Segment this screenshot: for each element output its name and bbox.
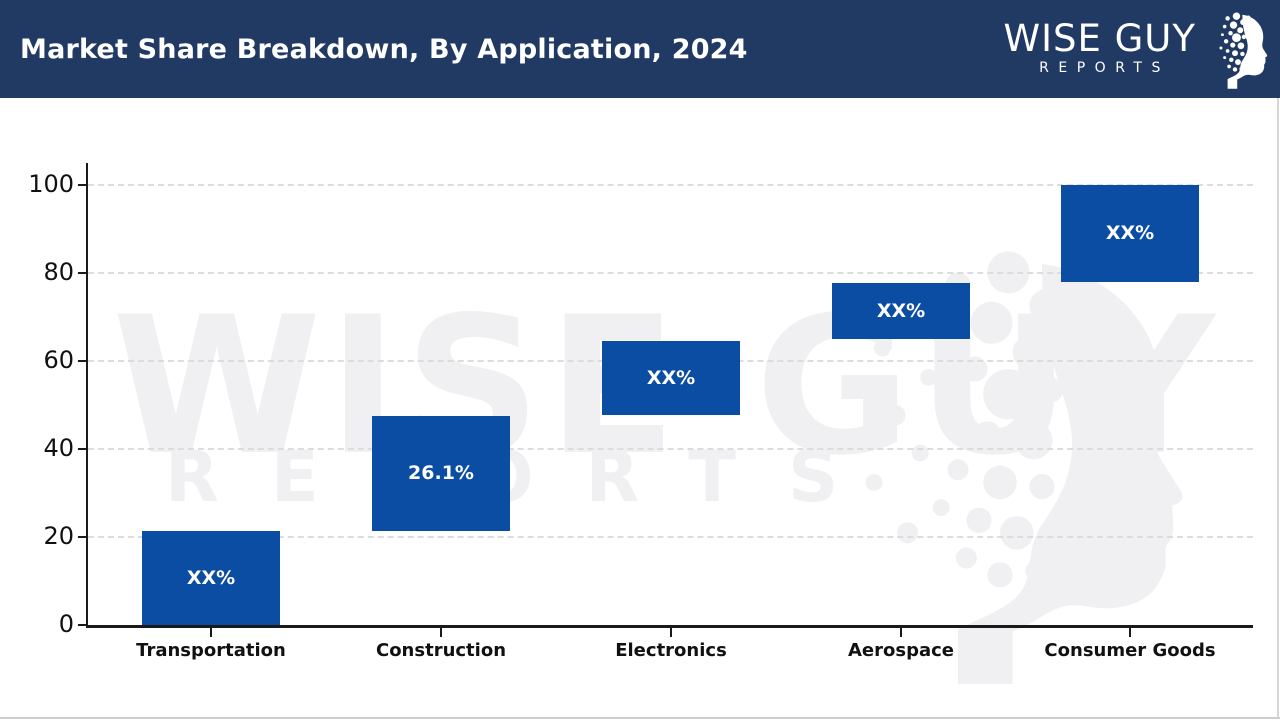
category-label-consumer-goods: Consumer Goods — [1044, 640, 1216, 661]
x-axis-tick — [900, 628, 902, 637]
gridline-100 — [88, 184, 1253, 186]
bar-construction: 26.1% — [372, 416, 510, 531]
category-label-construction: Construction — [375, 640, 507, 661]
y-axis-tick — [78, 536, 86, 538]
y-axis-label: 40 — [43, 434, 74, 462]
y-axis-line — [86, 163, 88, 625]
x-axis-tick — [670, 628, 672, 637]
x-axis-tick — [1129, 628, 1131, 637]
bar-transportation: XX% — [142, 530, 280, 625]
category-label-transportation: Transportation — [136, 640, 286, 661]
bar-value-label: 26.1% — [408, 462, 474, 485]
x-axis-line — [86, 625, 1253, 628]
logo-wordmark: WISE GUY — [1003, 17, 1196, 60]
y-axis-label: 60 — [43, 346, 74, 374]
y-axis-tick — [78, 448, 86, 450]
wiseguy-logo: WISE GUY REPORTS — [1004, 5, 1272, 91]
y-axis-tick — [78, 360, 86, 362]
x-axis-tick — [210, 628, 212, 637]
image-right-border — [1277, 98, 1279, 718]
bar-value-label: XX% — [876, 300, 926, 323]
logo-text: WISE GUY REPORTS — [1004, 20, 1196, 76]
header-bar: Market Share Breakdown, By Application, … — [0, 0, 1280, 98]
category-label-aerospace: Aerospace — [847, 640, 954, 661]
y-axis-label: 20 — [43, 522, 74, 550]
bar-value-label: XX% — [1105, 222, 1155, 245]
logo-face-icon — [1219, 12, 1268, 89]
category-label-electronics: Electronics — [615, 640, 727, 661]
y-axis-label: 100 — [28, 170, 74, 198]
gridline-40 — [88, 448, 1253, 450]
gridline-20 — [88, 536, 1253, 538]
y-axis-tick — [78, 184, 86, 186]
bar-electronics: XX% — [602, 341, 740, 416]
y-axis-tick — [78, 272, 86, 274]
bar-aerospace: XX% — [832, 283, 970, 339]
x-axis-tick — [440, 628, 442, 637]
y-axis-label: 80 — [43, 258, 74, 286]
bar-value-label: XX% — [186, 566, 236, 589]
gridline-80 — [88, 272, 1253, 274]
image-bottom-border — [0, 717, 1280, 719]
bar-value-label: XX% — [646, 367, 696, 390]
y-axis-tick — [78, 624, 86, 626]
page-title: Market Share Breakdown, By Application, … — [20, 33, 748, 65]
logo-subtext: REPORTS — [1039, 60, 1170, 76]
bar-consumer-goods: XX% — [1061, 185, 1199, 282]
chart-area: WISE GUY REPORTS 0 20 40 60 80 100 XX% — [0, 98, 1280, 720]
y-axis-label: 0 — [58, 610, 74, 638]
